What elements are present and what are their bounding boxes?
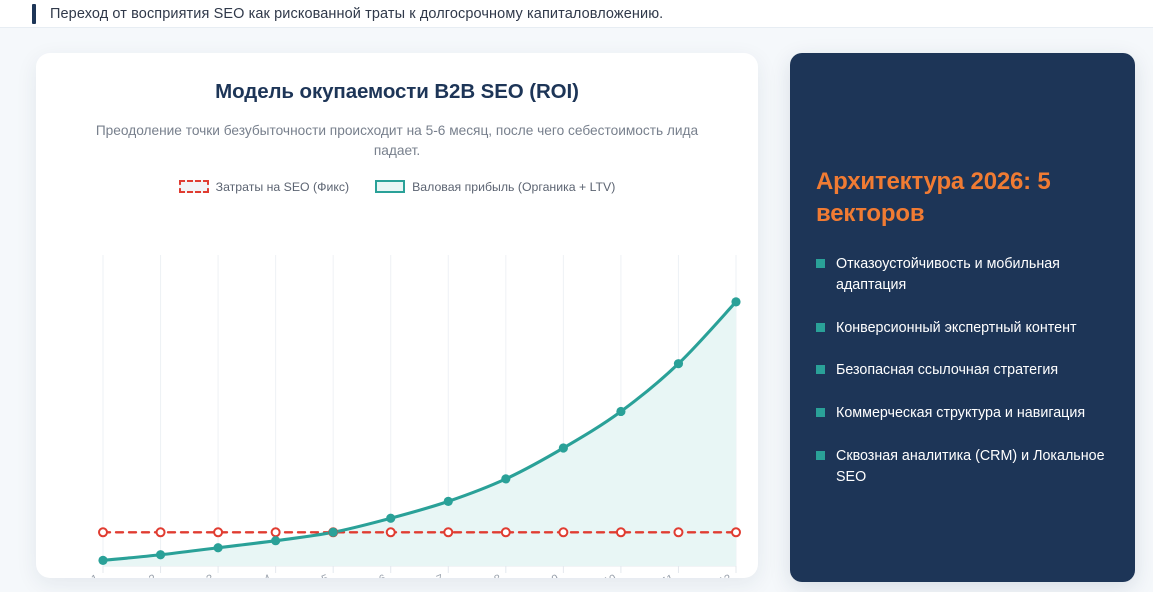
chart-x-tick-label: Месяц 2 — [113, 573, 158, 578]
chart-x-tick-label: Месяц 6 — [343, 573, 388, 578]
chart-legend: Затраты на SEO (Фикс) Валовая прибыль (О… — [36, 180, 758, 194]
cost-data-point[interactable] — [500, 527, 511, 538]
cost-data-point[interactable] — [270, 527, 281, 538]
square-bullet-icon — [816, 408, 825, 418]
cost-data-point[interactable] — [731, 527, 741, 538]
profit-data-point[interactable] — [501, 474, 511, 484]
vector-list-item[interactable]: Конверсионный экспертный контент — [816, 318, 1109, 339]
profit-series-markers[interactable] — [98, 297, 741, 565]
chart-title: Модель окупаемости B2B SEO (ROI) — [215, 80, 579, 103]
profit-data-point[interactable] — [731, 297, 741, 307]
profit-data-point[interactable] — [443, 496, 453, 506]
profit-data-point[interactable] — [616, 406, 626, 417]
chart-x-tick-label: Месяц 11 — [626, 573, 676, 578]
top-banner: Переход от восприятия SEO как рискованно… — [0, 0, 1153, 27]
vector-list-item[interactable]: Отказоустойчивость и мобильная адаптация — [816, 254, 1109, 295]
vector-list-item-label: Сквозная аналитика (CRM) и Локальное SEO — [836, 447, 1105, 485]
chart-x-tick-label: Месяц 9 — [516, 573, 561, 578]
banner-accent-bar — [32, 3, 36, 24]
vector-list-item[interactable]: Коммерческая структура и навигация — [816, 403, 1109, 424]
chart-x-tick-label: Месяц 10 — [567, 573, 618, 578]
legend-swatch-profit-icon — [375, 180, 406, 194]
chart-subtitle: Преодоление точки безубыточности происхо… — [95, 123, 699, 158]
legend-label-cost: Затраты на SEO (Фикс) — [215, 179, 350, 194]
cost-data-point[interactable] — [155, 527, 166, 538]
cost-data-point[interactable] — [673, 527, 684, 538]
chart-x-tick-label: Месяц 12 — [682, 573, 733, 578]
chart-x-tick-label: Месяц 8 — [458, 573, 503, 578]
profit-data-point[interactable] — [673, 359, 684, 369]
cost-data-point[interactable] — [213, 527, 224, 538]
cost-data-point[interactable] — [443, 527, 454, 538]
roi-line-chart[interactable]: Месяц 1 Месяц 2 Месяц 3 Месяц 4 Месяц 5 Месяц… — [36, 249, 758, 578]
banner-divider — [0, 27, 1153, 28]
profit-data-point[interactable] — [386, 513, 396, 523]
profit-data-point[interactable] — [98, 555, 108, 565]
legend-item-profit[interactable]: Валовая прибыль (Органика + LTV) — [375, 180, 615, 194]
chart-x-tick-labels: Месяц 1 Месяц 2 Месяц 3 Месяц 4 Месяц 5 Месяц… — [55, 573, 733, 578]
vector-list-item[interactable]: Безопасная ссылочная стратегия — [816, 360, 1109, 381]
vectors-list: Отказоустойчивость и мобильная адаптация… — [816, 254, 1109, 487]
vector-list-item-label: Отказоустойчивость и мобильная адаптация — [836, 256, 1060, 294]
vector-list-item[interactable]: Сквозная аналитика (CRM) и Локальное SEO — [816, 446, 1109, 487]
chart-x-tick-label: Месяц 4 — [228, 573, 273, 578]
profit-area-fill — [103, 301, 736, 566]
legend-label-profit: Валовая прибыль (Органика + LTV) — [412, 179, 616, 194]
square-bullet-icon — [816, 322, 825, 332]
chart-x-tick-label: Месяц 1 — [55, 573, 100, 578]
vector-list-item-label: Коммерческая структура и навигация — [836, 405, 1086, 422]
vectors-panel-title: Архитектура 2026: 5 векторов — [816, 168, 1051, 228]
cost-data-point[interactable] — [385, 527, 396, 538]
cost-data-point[interactable] — [615, 527, 626, 538]
profit-data-point[interactable] — [271, 536, 281, 546]
legend-swatch-cost-icon — [178, 180, 209, 194]
square-bullet-icon — [816, 365, 825, 375]
legend-item-cost[interactable]: Затраты на SEO (Фикс) — [178, 179, 350, 194]
cost-data-point[interactable] — [98, 527, 108, 538]
chart-x-tick-label: Месяц 7 — [401, 573, 446, 578]
profit-data-point[interactable] — [328, 527, 338, 537]
vector-list-item-label: Конверсионный экспертный контент — [836, 319, 1077, 336]
chart-x-tick-label: Месяц 3 — [170, 573, 215, 578]
square-bullet-icon — [816, 450, 825, 460]
banner-text: Переход от восприятия SEO как рискованно… — [50, 5, 664, 22]
profit-data-point[interactable] — [155, 550, 166, 560]
chart-card: Модель окупаемости B2B SEO (ROI) Преодол… — [36, 53, 758, 578]
square-bullet-icon — [816, 259, 825, 269]
chart-plot-area[interactable]: Месяц 1 Месяц 2 Месяц 3 Месяц 4 Месяц 5 Месяц… — [36, 249, 758, 578]
chart-x-tick-label: Месяц 5 — [285, 573, 330, 578]
vector-list-item-label: Безопасная ссылочная стратегия — [836, 362, 1059, 379]
profit-data-point[interactable] — [213, 543, 223, 553]
vectors-panel: Архитектура 2026: 5 векторов Отказоустой… — [790, 53, 1135, 582]
profit-data-point[interactable] — [558, 443, 568, 453]
cost-data-point[interactable] — [558, 527, 569, 538]
